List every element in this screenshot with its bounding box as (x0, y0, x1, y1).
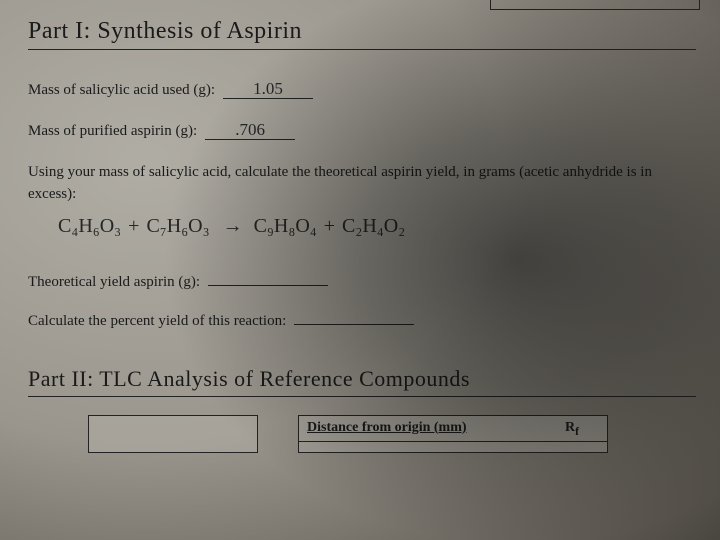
calc-prompt-line1: Using your mass of salicylic acid, calcu… (28, 164, 652, 180)
header-frame-box (490, 0, 700, 10)
percent-yield-label: Calculate the percent yield of this reac… (28, 313, 286, 329)
theoretical-yield-label: Theoretical yield aspirin (g): (28, 274, 200, 290)
percent-yield-row: Calculate the percent yield of this reac… (28, 313, 696, 330)
tlc-right-box: Distance from origin (mm) Rf (298, 415, 608, 453)
tlc-col-distance: Distance from origin (mm) (299, 416, 557, 442)
calc-prompt: Using your mass of salicylic acid, calcu… (28, 162, 696, 206)
theoretical-yield-value (208, 284, 328, 286)
calc-prompt-line2: excess): (28, 186, 76, 202)
percent-yield-value (294, 323, 414, 325)
salicylic-mass-label: Mass of salicylic acid used (g): (28, 82, 215, 99)
salicylic-mass-value: 1.05 (223, 80, 313, 99)
reactant-1: C₄H₆O₃ (58, 215, 121, 237)
part2-title: Part II: TLC Analysis of Reference Compo… (28, 366, 696, 397)
tlc-table-area: Distance from origin (mm) Rf (28, 415, 696, 453)
reaction-equation: C₄H₆O₃ + C₇H₆O₃ → C₉H₈O₄ + C₂H₄O₂ (58, 216, 696, 236)
product-1: C₉H₈O₄ (254, 215, 317, 237)
part1-title: Part I: Synthesis of Aspirin (28, 18, 696, 50)
tlc-table-header: Distance from origin (mm) Rf (299, 416, 607, 443)
aspirin-mass-row: Mass of purified aspirin (g): .706 (28, 121, 696, 140)
product-2: C₂H₄O₂ (342, 215, 405, 237)
plus-1: + (128, 215, 139, 237)
reactant-2: C₇H₆O₃ (146, 215, 209, 237)
tlc-col-rf: Rf (557, 416, 607, 442)
reaction-arrow: → (223, 215, 243, 237)
plus-2: + (324, 215, 335, 237)
aspirin-mass-value: .706 (205, 121, 295, 140)
tlc-left-box (88, 415, 258, 453)
salicylic-mass-row: Mass of salicylic acid used (g): 1.05 (28, 80, 696, 99)
theoretical-yield-row: Theoretical yield aspirin (g): (28, 274, 696, 291)
aspirin-mass-label: Mass of purified aspirin (g): (28, 123, 197, 140)
